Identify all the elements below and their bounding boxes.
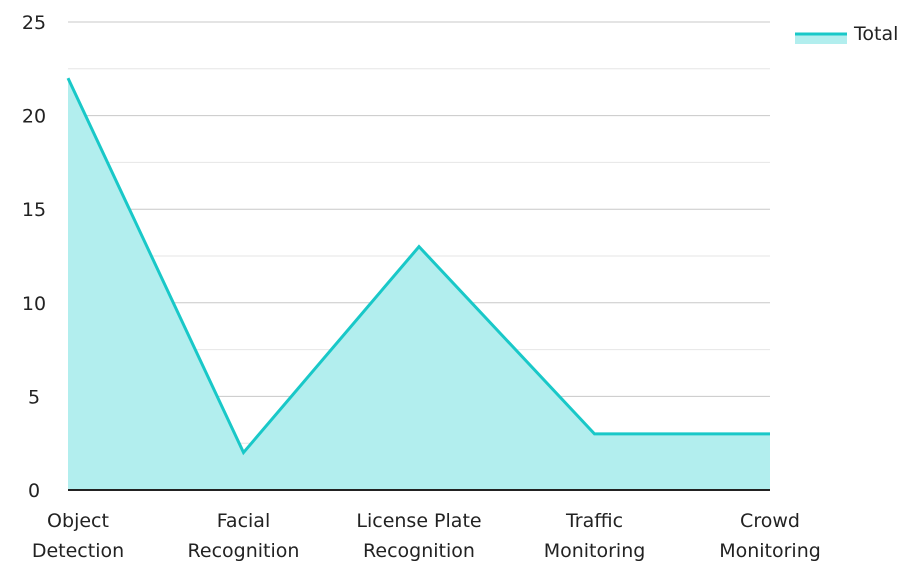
y-tick-label: 20 [22, 106, 46, 128]
x-tick-label: Facial Recognition [188, 510, 300, 562]
y-tick-label: 0 [28, 480, 40, 502]
x-tick-label: Object Detection [32, 510, 124, 562]
y-tick-label: 25 [22, 12, 46, 34]
y-tick-label: 15 [22, 199, 46, 221]
series-total-area [68, 78, 770, 490]
legend-swatch-total [795, 33, 847, 44]
legend: Total [795, 23, 898, 45]
y-tick-label: 10 [22, 293, 46, 315]
x-tick-label: Crowd Monitoring [719, 510, 821, 562]
x-tick-label: License Plate Recognition [356, 510, 481, 562]
x-axis-tick-labels: Object Detection Facial Recognition License … [32, 510, 821, 562]
y-axis-tick-labels: 0 5 10 15 20 25 [22, 12, 46, 502]
x-tick-label: Traffic Monitoring [544, 510, 646, 562]
y-tick-label: 5 [28, 386, 40, 408]
series-total-line [66, 77, 770, 456]
legend-label-total: Total [853, 23, 898, 45]
